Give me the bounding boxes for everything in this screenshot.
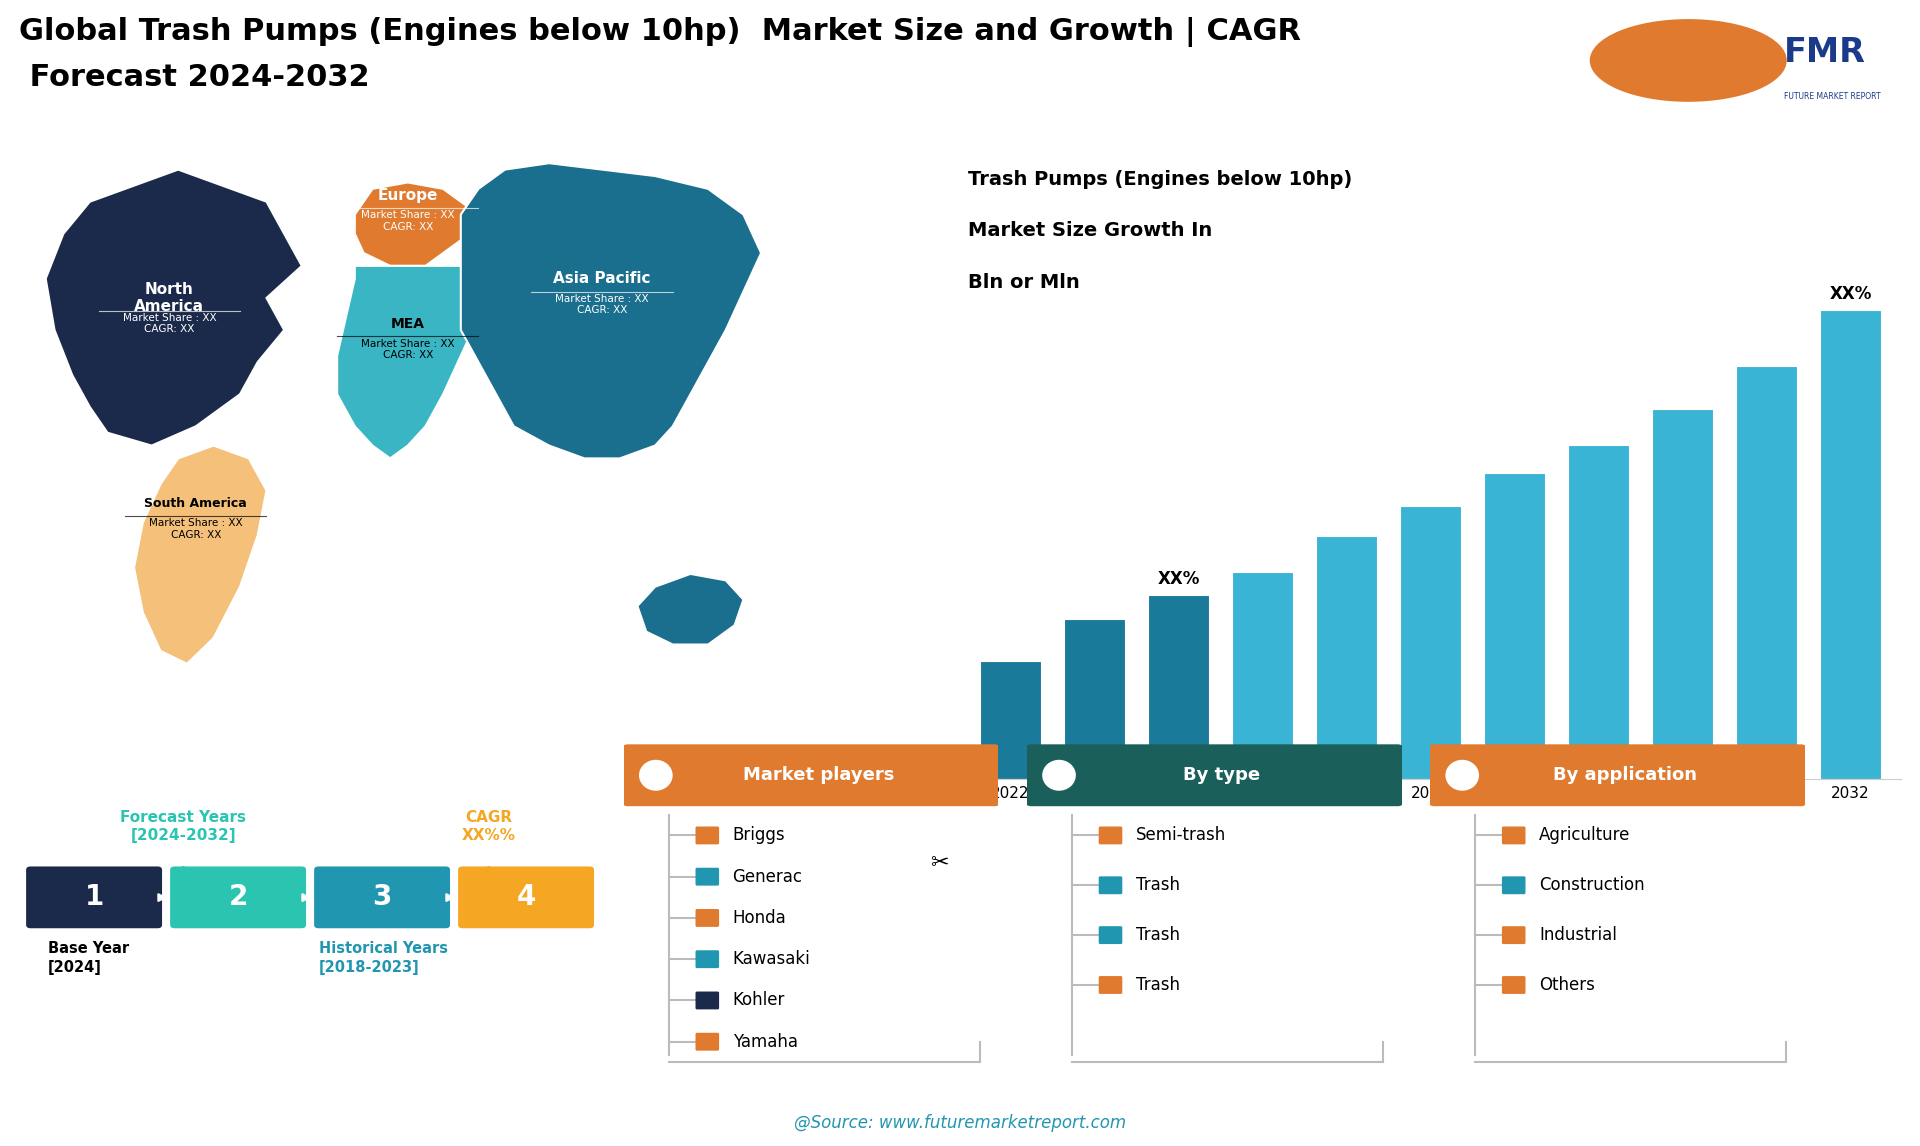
Text: Agriculture: Agriculture <box>1540 826 1630 845</box>
Circle shape <box>1043 760 1075 791</box>
FancyBboxPatch shape <box>1098 976 1123 994</box>
Text: Industrial: Industrial <box>1540 926 1617 944</box>
FancyBboxPatch shape <box>315 866 449 928</box>
Text: [2018-2023]: [2018-2023] <box>319 960 419 975</box>
Text: Market Share : XX
CAGR: XX: Market Share : XX CAGR: XX <box>123 313 217 335</box>
Text: Trash Pumps (Engines below 10hp): Trash Pumps (Engines below 10hp) <box>968 170 1354 189</box>
FancyBboxPatch shape <box>695 950 720 968</box>
Text: Construction: Construction <box>1540 877 1645 894</box>
Polygon shape <box>338 266 478 458</box>
Text: Forecast 2024-2032: Forecast 2024-2032 <box>19 63 371 92</box>
FancyBboxPatch shape <box>1501 976 1526 994</box>
Text: Kawasaki: Kawasaki <box>733 950 810 968</box>
Text: 1: 1 <box>84 884 104 911</box>
FancyBboxPatch shape <box>695 1033 720 1051</box>
FancyBboxPatch shape <box>1501 926 1526 944</box>
Bar <box>1064 619 1125 779</box>
Text: Market Share : XX
CAGR: XX: Market Share : XX CAGR: XX <box>150 518 242 540</box>
Text: By application: By application <box>1553 767 1697 784</box>
Text: Bln or Mln: Bln or Mln <box>968 273 1081 292</box>
FancyBboxPatch shape <box>695 991 720 1010</box>
Text: 3: 3 <box>372 884 392 911</box>
Text: Asia Pacific: Asia Pacific <box>553 272 651 286</box>
Text: 2: 2 <box>228 884 248 911</box>
Bar <box>1484 473 1544 779</box>
FancyBboxPatch shape <box>1025 745 1404 807</box>
Text: Trash: Trash <box>1137 976 1179 994</box>
Text: North
America: North America <box>134 282 204 314</box>
Bar <box>1569 445 1628 779</box>
Text: Others: Others <box>1540 976 1596 994</box>
Text: Base Year: Base Year <box>48 941 129 957</box>
Polygon shape <box>134 446 267 664</box>
Text: Trash: Trash <box>1137 877 1179 894</box>
Polygon shape <box>46 170 301 446</box>
FancyBboxPatch shape <box>459 866 593 928</box>
Text: Market Share : XX
CAGR: XX: Market Share : XX CAGR: XX <box>361 210 455 231</box>
Circle shape <box>1590 19 1788 102</box>
Text: Market Share : XX
CAGR: XX: Market Share : XX CAGR: XX <box>361 338 455 360</box>
Text: Yamaha: Yamaha <box>733 1033 797 1051</box>
FancyBboxPatch shape <box>695 868 720 886</box>
Text: Generac: Generac <box>733 868 803 886</box>
Text: South America: South America <box>144 497 248 510</box>
Text: XX%: XX% <box>1830 285 1872 304</box>
Polygon shape <box>637 574 743 644</box>
Text: Global Trash Pumps (Engines below 10hp)  Market Size and Growth | CAGR: Global Trash Pumps (Engines below 10hp) … <box>19 17 1302 47</box>
Text: Kohler: Kohler <box>733 991 785 1010</box>
Text: Europe: Europe <box>378 188 438 203</box>
Text: Historical Years: Historical Years <box>319 941 447 957</box>
Text: Trash: Trash <box>1137 926 1179 944</box>
Bar <box>1400 507 1461 779</box>
Bar <box>979 660 1041 779</box>
Text: ✂: ✂ <box>929 854 948 873</box>
Text: [2024]: [2024] <box>48 960 102 975</box>
FancyBboxPatch shape <box>695 826 720 845</box>
FancyBboxPatch shape <box>1098 877 1123 894</box>
Bar <box>1820 311 1880 779</box>
Text: Market players: Market players <box>743 767 895 784</box>
FancyBboxPatch shape <box>1428 745 1807 807</box>
Text: 4: 4 <box>516 884 536 911</box>
Bar <box>1736 367 1797 779</box>
Text: @Source: www.futuremarketreport.com: @Source: www.futuremarketreport.com <box>795 1114 1125 1132</box>
Text: FMR: FMR <box>1784 37 1866 69</box>
FancyBboxPatch shape <box>1501 826 1526 845</box>
Polygon shape <box>355 182 478 266</box>
Text: MEA: MEA <box>392 316 424 331</box>
Text: By type: By type <box>1183 767 1260 784</box>
Text: Forecast Years
[2024-2032]: Forecast Years [2024-2032] <box>121 810 246 842</box>
FancyBboxPatch shape <box>1098 926 1123 944</box>
Bar <box>1315 536 1377 779</box>
Text: Market Size Growth In: Market Size Growth In <box>968 221 1213 241</box>
FancyBboxPatch shape <box>695 909 720 927</box>
FancyBboxPatch shape <box>1098 826 1123 845</box>
Circle shape <box>1446 760 1478 791</box>
FancyBboxPatch shape <box>1501 877 1526 894</box>
Text: Briggs: Briggs <box>733 826 785 845</box>
Text: Honda: Honda <box>733 909 787 927</box>
Polygon shape <box>461 163 760 458</box>
Circle shape <box>639 760 672 791</box>
FancyBboxPatch shape <box>622 745 1000 807</box>
Text: FUTURE MARKET REPORT: FUTURE MARKET REPORT <box>1784 92 1882 101</box>
FancyBboxPatch shape <box>171 866 305 928</box>
FancyBboxPatch shape <box>27 866 161 928</box>
Bar <box>1651 409 1713 779</box>
Bar <box>1233 572 1292 779</box>
Text: XX%: XX% <box>1158 571 1200 588</box>
Text: Semi-trash: Semi-trash <box>1137 826 1227 845</box>
Text: CAGR
XX%%: CAGR XX%% <box>461 810 516 842</box>
Text: Market Share : XX
CAGR: XX: Market Share : XX CAGR: XX <box>555 293 649 315</box>
Bar <box>1148 595 1210 779</box>
